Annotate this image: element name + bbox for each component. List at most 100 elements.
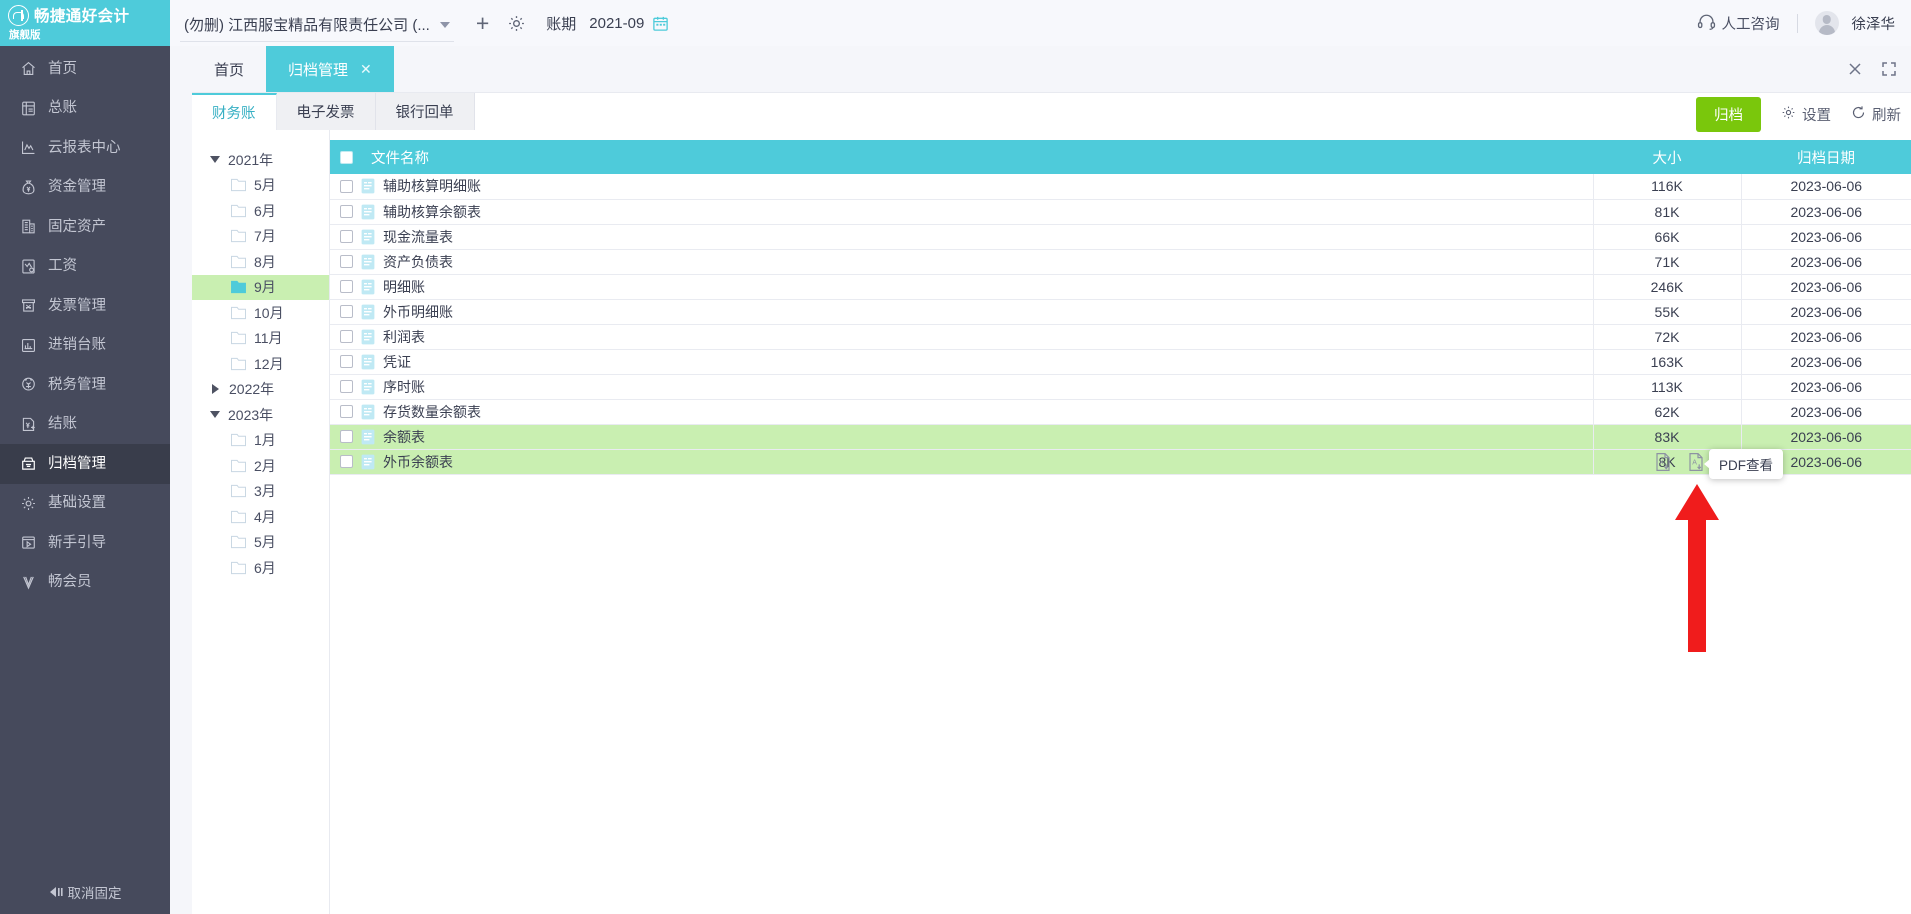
- select-all-checkbox[interactable]: [340, 150, 353, 164]
- table-row[interactable]: 明细账 246K 2023-06-06: [330, 274, 1911, 300]
- row-checkbox[interactable]: [340, 205, 353, 218]
- file-name-label: 辅助核算余额表: [383, 203, 481, 220]
- avatar[interactable]: [1814, 11, 1839, 35]
- table-row[interactable]: 存货数量余额表 62K 2023-06-06: [330, 399, 1911, 425]
- sidebar-item-3[interactable]: 云报表中心: [0, 128, 170, 168]
- user-name[interactable]: 徐泽华: [1851, 16, 1896, 33]
- table-row[interactable]: 余额表 83K 2023-06-06: [330, 424, 1911, 450]
- row-checkbox[interactable]: [340, 380, 353, 393]
- row-checkbox[interactable]: [340, 430, 353, 443]
- sidebar-item-label: 发票管理: [48, 297, 106, 314]
- tree-node[interactable]: 5月: [192, 173, 329, 199]
- row-checkbox[interactable]: [340, 405, 353, 418]
- tree-node[interactable]: 4月: [192, 504, 329, 530]
- sidebar-item-5[interactable]: 固定资产: [0, 207, 170, 247]
- close-icon[interactable]: ✕: [360, 60, 372, 77]
- tree-node[interactable]: 11月: [192, 326, 329, 352]
- tree-node[interactable]: 2022年: [192, 377, 329, 403]
- tree-node[interactable]: 8月: [192, 249, 329, 275]
- tree-node[interactable]: 1月: [192, 428, 329, 454]
- cell-date: 2023-06-06: [1740, 199, 1911, 225]
- table-row[interactable]: 外币明细账 55K 2023-06-06: [330, 299, 1911, 325]
- tree-node[interactable]: 2021年: [192, 147, 329, 173]
- tree-node[interactable]: 9月: [192, 274, 329, 300]
- row-checkbox[interactable]: [340, 355, 353, 368]
- row-checkbox[interactable]: [340, 280, 353, 293]
- headset-icon: [1697, 13, 1716, 34]
- excel-download-icon[interactable]: X: [1652, 451, 1673, 472]
- sidebar-item-4[interactable]: 资金管理: [0, 168, 170, 208]
- file-name-label: 现金流量表: [383, 228, 453, 245]
- settings-button[interactable]: 设置: [1781, 104, 1831, 125]
- chevron-down-icon[interactable]: [439, 21, 450, 28]
- row-checkbox[interactable]: [340, 179, 353, 193]
- refresh-icon: [1851, 105, 1866, 124]
- sidebar-item-2[interactable]: 总账: [0, 89, 170, 129]
- plus-icon[interactable]: +: [475, 9, 490, 36]
- folder-icon: [230, 331, 247, 345]
- sidebar-item-1[interactable]: 首页: [0, 49, 170, 89]
- table-row[interactable]: 利润表 72K 2023-06-06: [330, 324, 1911, 350]
- row-checkbox[interactable]: [340, 230, 353, 243]
- tree-node[interactable]: 12月: [192, 351, 329, 377]
- cell-file-name: 现金流量表: [330, 224, 1593, 250]
- archive-button[interactable]: 归档: [1696, 97, 1761, 132]
- row-checkbox[interactable]: [340, 330, 353, 343]
- tree-node[interactable]: 2023年: [192, 402, 329, 428]
- tree-node[interactable]: 2月: [192, 453, 329, 479]
- support-consult-button[interactable]: 人工咨询: [1697, 13, 1780, 34]
- settings-label: 设置: [1802, 108, 1831, 124]
- table-row[interactable]: 凭证 163K 2023-06-06: [330, 349, 1911, 375]
- archive-file-table: 文件名称 大小 归档日期 辅助核算明细账 116K 2023-06-06 辅助核算余额…: [330, 140, 1911, 475]
- pdf-download-icon[interactable]: A: [1685, 451, 1706, 472]
- company-selector[interactable]: (勿删) 江西服宝精品有限责任公司 (...: [180, 9, 454, 42]
- sidebar-item-11[interactable]: 归档管理: [0, 444, 170, 484]
- sidebar-item-7[interactable]: 发票管理: [0, 286, 170, 326]
- table-row[interactable]: 辅助核算余额表 81K 2023-06-06: [330, 199, 1911, 225]
- tree-node-label: 6月: [254, 202, 276, 219]
- caret-down-icon[interactable]: [210, 411, 220, 419]
- tree-column: 财务账 电子发票 银行回单 2021年 5月 6月 7月 8月 9月 10月 11月 12月 20…: [192, 93, 475, 914]
- tree-node[interactable]: 6月: [192, 555, 329, 581]
- sidebar-item-12[interactable]: 基础设置: [0, 484, 170, 524]
- gear-icon[interactable]: [507, 14, 526, 33]
- row-checkbox[interactable]: [340, 255, 353, 268]
- sidebar-item-10[interactable]: 结账: [0, 405, 170, 445]
- sub-tab-bank-receipt[interactable]: 银行回单: [375, 93, 475, 130]
- main-area: (勿删) 江西服宝精品有限责任公司 (... + 账期 2021-09: [170, 0, 1911, 914]
- sub-tab-financial-books[interactable]: 财务账: [192, 93, 277, 130]
- sidebar-item-14[interactable]: 畅会员: [0, 563, 170, 603]
- table-row[interactable]: 序时账 113K 2023-06-06: [330, 374, 1911, 400]
- table-row[interactable]: 辅助核算明细账 116K 2023-06-06: [330, 174, 1911, 200]
- period-value[interactable]: 2021-09: [589, 14, 645, 32]
- caret-down-icon[interactable]: [210, 156, 220, 164]
- table-row[interactable]: 资产负债表 71K 2023-06-06: [330, 249, 1911, 275]
- tab-archive-management[interactable]: 归档管理 ✕: [266, 46, 394, 92]
- tab-home[interactable]: 首页: [192, 46, 266, 92]
- play-icon: [20, 534, 37, 551]
- sidebar-item-8[interactable]: 进销台账: [0, 326, 170, 366]
- tree-node[interactable]: 7月: [192, 224, 329, 250]
- tree-node[interactable]: 10月: [192, 300, 329, 326]
- row-checkbox[interactable]: [340, 455, 353, 468]
- file-name-label: 外币余额表: [383, 453, 453, 470]
- refresh-button[interactable]: 刷新: [1851, 104, 1901, 125]
- tree-node[interactable]: 3月: [192, 479, 329, 505]
- sub-tab-e-invoice[interactable]: 电子发票: [276, 93, 376, 130]
- brand-logo[interactable]: 畅捷通好会计 旗舰版: [0, 0, 170, 46]
- tree-node[interactable]: 5月: [192, 530, 329, 556]
- row-checkbox[interactable]: [340, 305, 353, 318]
- fullscreen-icon[interactable]: [1881, 61, 1897, 77]
- sidebar-item-13[interactable]: 新手引导: [0, 523, 170, 563]
- calendar-icon[interactable]: [652, 15, 669, 32]
- tree-node[interactable]: 6月: [192, 198, 329, 224]
- caret-right-icon[interactable]: [212, 384, 221, 395]
- pointer-annotation-arrow: [1675, 483, 1719, 652]
- close-icon[interactable]: [1847, 61, 1863, 77]
- sidebar-item-9[interactable]: 税务管理: [0, 365, 170, 405]
- folder-icon: [230, 535, 247, 549]
- sidebar-collapse-button[interactable]: 取消固定: [0, 870, 170, 914]
- cell-file-name: 凭证: [330, 349, 1593, 375]
- table-row[interactable]: 现金流量表 66K 2023-06-06: [330, 224, 1911, 250]
- sidebar-item-6[interactable]: 工资: [0, 247, 170, 287]
